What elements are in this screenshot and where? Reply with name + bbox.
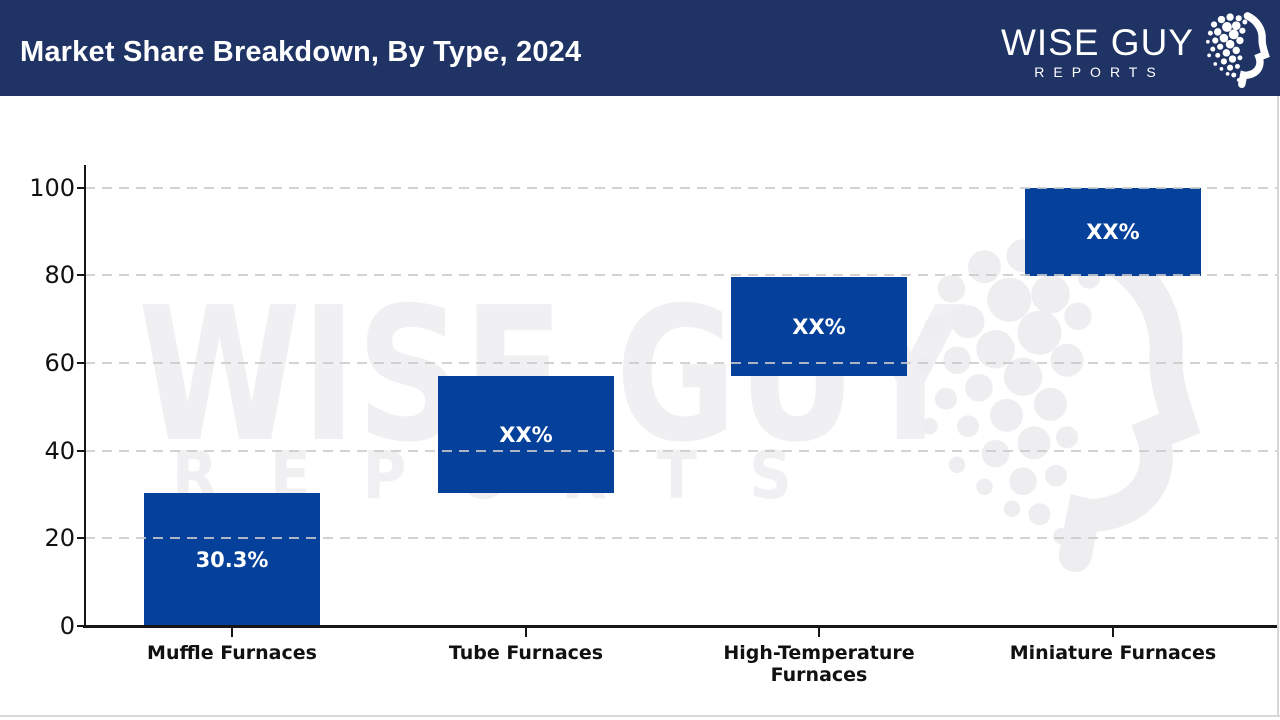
y-tick-label: 60 bbox=[44, 348, 75, 377]
bar-segment: XX% bbox=[438, 376, 614, 493]
y-axis-tick bbox=[77, 449, 85, 452]
y-axis-tick bbox=[77, 274, 85, 277]
bar-value-label: 30.3% bbox=[195, 547, 269, 572]
gridline bbox=[85, 449, 1278, 452]
category-label: Muffle Furnaces bbox=[147, 642, 317, 664]
gridline bbox=[85, 186, 1278, 189]
bar-chart: 0 20 40 60 80 100 30.3% Muffle Furnaces XX% Tube … bbox=[0, 96, 1280, 716]
gridline bbox=[85, 274, 1278, 277]
header-band: Market Share Breakdown, By Type, 2024 WI… bbox=[0, 0, 1280, 96]
bar-value-label: XX% bbox=[1086, 220, 1140, 244]
y-axis-tick bbox=[77, 625, 85, 627]
chart-title: Market Share Breakdown, By Type, 2024 bbox=[20, 36, 582, 68]
x-axis-tick bbox=[525, 628, 527, 637]
brand-subname: REPORTS bbox=[1034, 63, 1165, 80]
category-label: Miniature Furnaces bbox=[1009, 642, 1217, 664]
category-label: High-Temperature Furnaces bbox=[723, 642, 915, 686]
brand-text: WISE GUY REPORTS bbox=[1000, 21, 1194, 80]
brand-logo: WISE GUY REPORTS bbox=[1001, 10, 1272, 92]
bar-segment: XX% bbox=[731, 277, 907, 376]
bar-value-label: XX% bbox=[792, 314, 846, 339]
category-label: Tube Furnaces bbox=[448, 642, 604, 664]
bar-segment: XX% bbox=[1025, 188, 1201, 276]
bar-segment: 30.3% bbox=[144, 493, 320, 626]
x-axis-tick bbox=[818, 628, 820, 637]
y-tick-label: 80 bbox=[44, 261, 75, 290]
brand-name: WISE GUY bbox=[1000, 21, 1194, 63]
right-edge-line bbox=[1277, 96, 1279, 716]
gridline bbox=[85, 537, 1278, 540]
y-axis-tick bbox=[77, 361, 85, 364]
x-axis-tick bbox=[231, 628, 233, 637]
y-tick-label: 100 bbox=[29, 173, 75, 202]
y-tick-label: 0 bbox=[59, 612, 75, 640]
y-tick-label: 20 bbox=[44, 524, 75, 553]
wiseguy-head-icon bbox=[1198, 10, 1272, 92]
x-axis-line bbox=[83, 625, 1278, 628]
y-axis-tick bbox=[77, 537, 85, 540]
y-tick-label: 40 bbox=[44, 436, 75, 465]
y-axis-tick bbox=[77, 186, 85, 189]
x-axis-tick bbox=[1112, 628, 1114, 637]
y-axis-line bbox=[84, 165, 86, 628]
gridline bbox=[85, 361, 1278, 364]
bar-value-label: XX% bbox=[499, 422, 553, 447]
footer-divider bbox=[0, 715, 1280, 717]
